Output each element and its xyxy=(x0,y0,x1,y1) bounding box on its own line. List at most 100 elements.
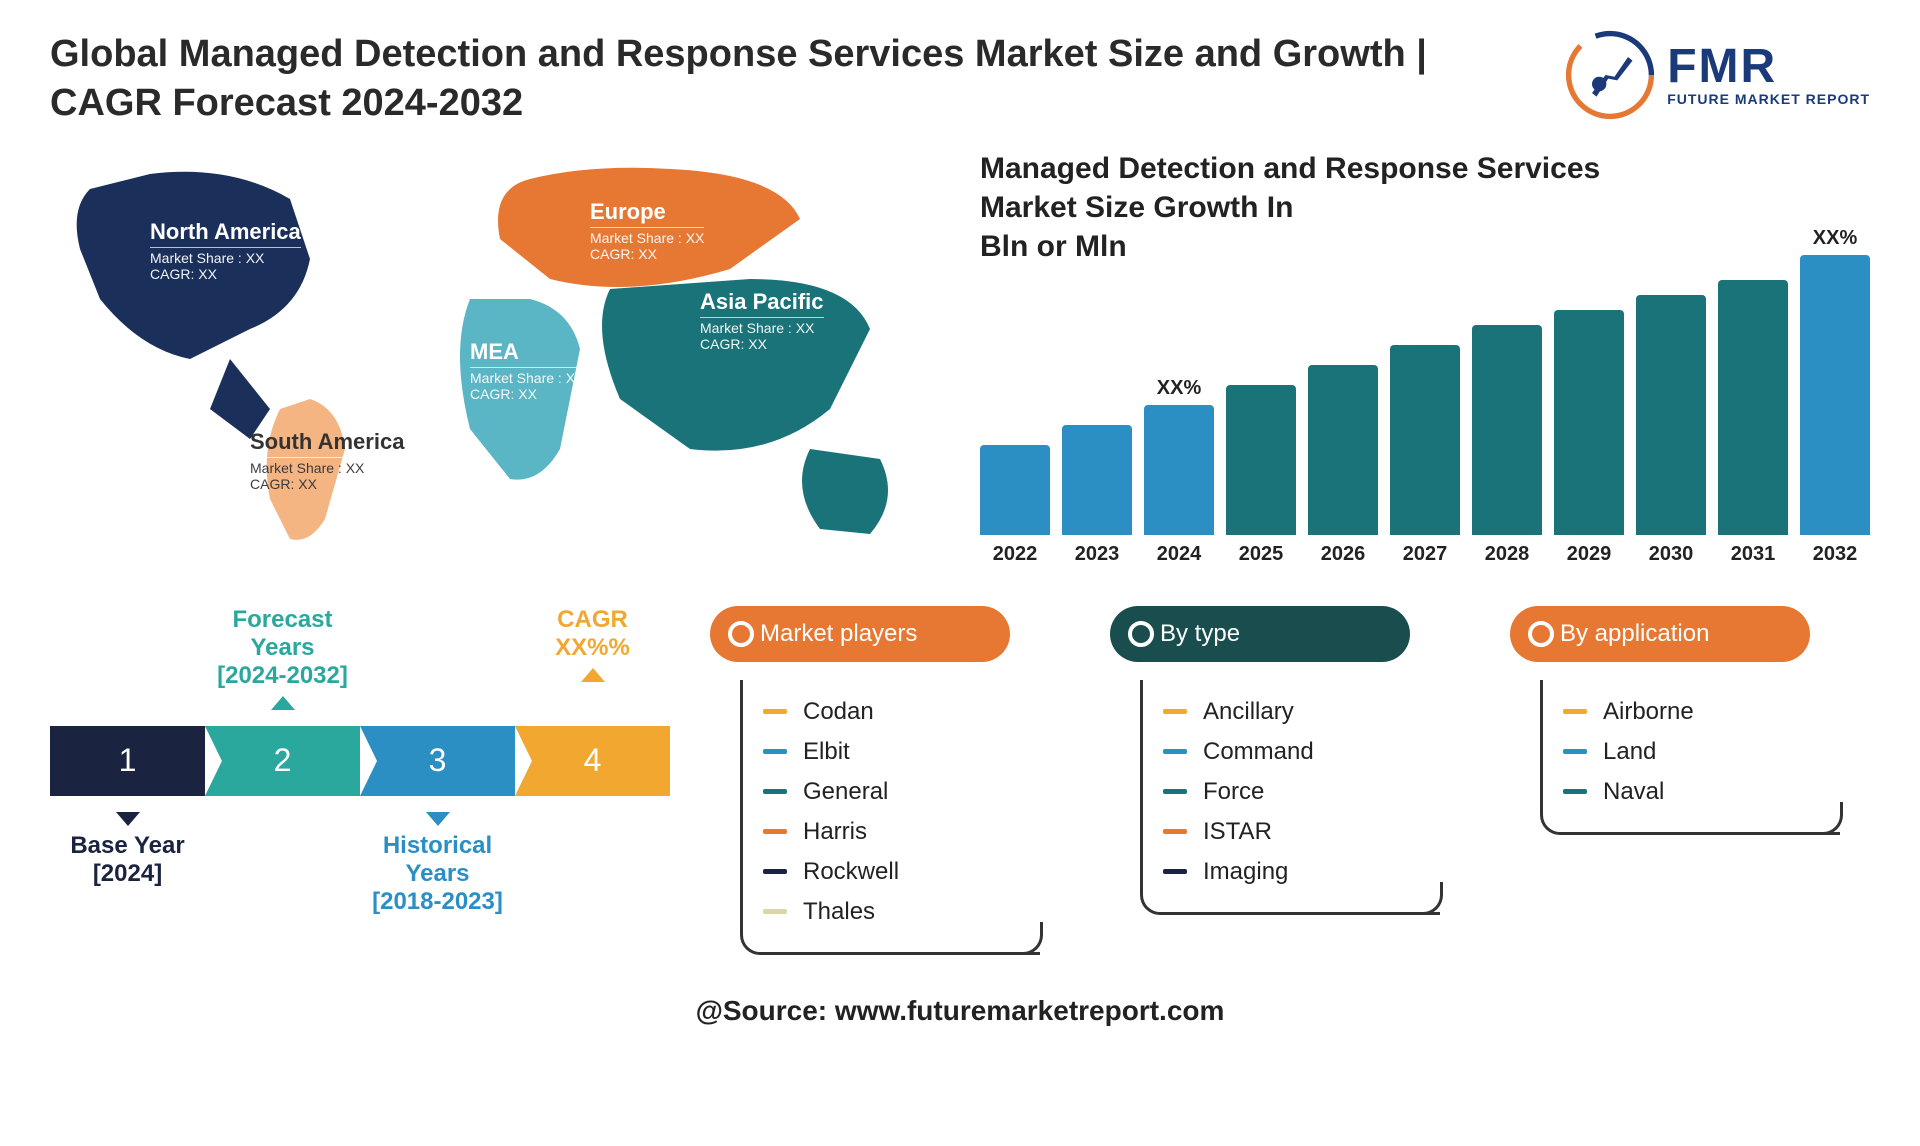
category-list: Airborne Land Naval xyxy=(1540,680,1840,835)
bar-group: XX% 2024 xyxy=(1144,405,1214,566)
item-dash-icon xyxy=(1163,829,1187,834)
chart-title: Managed Detection and Response Services … xyxy=(980,149,1870,266)
chart-bar xyxy=(980,445,1050,535)
category-item: Land xyxy=(1563,732,1840,772)
item-dash-icon xyxy=(763,709,787,714)
item-name: Rockwell xyxy=(803,858,899,886)
bar-group: 2030 xyxy=(1636,295,1706,566)
bar-year-label: 2028 xyxy=(1485,543,1530,566)
item-name: Force xyxy=(1203,778,1264,806)
bar-year-label: 2026 xyxy=(1321,543,1366,566)
category-item: ISTAR xyxy=(1163,812,1440,852)
bar-year-label: 2022 xyxy=(993,543,1038,566)
item-dash-icon xyxy=(1163,709,1187,714)
chart-bar xyxy=(1718,280,1788,535)
category-box: By application Airborne Land Naval xyxy=(1510,606,1870,955)
item-dash-icon xyxy=(763,789,787,794)
chart-bar: XX% xyxy=(1144,405,1214,535)
logo-main: FMR xyxy=(1667,43,1870,91)
item-dash-icon xyxy=(763,869,787,874)
timeline-segment: 4 xyxy=(515,726,670,796)
chart-bar xyxy=(1226,385,1296,535)
chart-title-line: Market Size Growth In xyxy=(980,191,1293,224)
chart-bar xyxy=(1308,365,1378,535)
category-item: Command xyxy=(1163,732,1440,772)
map-region-label: North AmericaMarket Share : XXCAGR: XX xyxy=(150,219,301,282)
timeline-segment: 3 xyxy=(360,726,515,796)
map-region-label: Asia PacificMarket Share : XXCAGR: XX xyxy=(700,289,824,352)
bar-group: 2031 xyxy=(1718,280,1788,566)
category-item: Thales xyxy=(763,892,1040,932)
main-content: North AmericaMarket Share : XXCAGR: XX So… xyxy=(50,149,1870,566)
category-item: Harris xyxy=(763,812,1040,852)
bar-group: 2027 xyxy=(1390,345,1460,566)
category-item: Codan xyxy=(763,692,1040,732)
timeline-label: Base Year[2024] xyxy=(50,832,205,888)
logo-text: FMR FUTURE MARKET REPORT xyxy=(1667,43,1870,107)
item-dash-icon xyxy=(763,749,787,754)
bar-year-label: 2030 xyxy=(1649,543,1694,566)
bar-year-label: 2024 xyxy=(1157,543,1202,566)
bar-year-label: 2025 xyxy=(1239,543,1284,566)
item-name: ISTAR xyxy=(1203,818,1272,846)
category-list: AncillaryCommandForceISTARImaging xyxy=(1140,680,1440,915)
bar-group: 2026 xyxy=(1308,365,1378,566)
map-region-label: South AmericaMarket Share : XXCAGR: XX xyxy=(250,429,404,492)
bar-year-label: 2031 xyxy=(1731,543,1776,566)
growth-chart: Managed Detection and Response Services … xyxy=(980,149,1870,566)
timeline-label: CAGRXX%% xyxy=(515,606,670,662)
timeline-label: Historical Years[2018-2023] xyxy=(360,832,515,916)
chart-title-line: Bln or Mln xyxy=(980,230,1127,263)
timeline-label: Forecast Years[2024-2032] xyxy=(205,606,360,690)
category-heading: By type xyxy=(1110,606,1410,662)
map-region-label: MEAMarket Share : XXCAGR: XX xyxy=(470,339,584,402)
category-box: By typeAncillaryCommandForceISTARImaging xyxy=(1110,606,1470,955)
item-dash-icon xyxy=(1563,709,1587,714)
item-dash-icon xyxy=(1163,869,1187,874)
header: Global Managed Detection and Response Se… xyxy=(50,30,1870,129)
item-name: Harris xyxy=(803,818,867,846)
bar-group: 2028 xyxy=(1472,325,1542,566)
timeline-segment: 2 xyxy=(205,726,360,796)
item-dash-icon xyxy=(1563,749,1587,754)
bar-year-label: 2027 xyxy=(1403,543,1448,566)
bar-annotation: XX% xyxy=(1157,377,1201,400)
timeline: Forecast Years[2024-2032] CAGRXX%% 1234 B… xyxy=(50,606,670,955)
item-dash-icon xyxy=(1163,789,1187,794)
chart-bar xyxy=(1390,345,1460,535)
chart-bar xyxy=(1554,310,1624,535)
chart-bar xyxy=(1062,425,1132,535)
category-item: Naval xyxy=(1563,772,1840,812)
world-map: North AmericaMarket Share : XXCAGR: XX So… xyxy=(50,149,950,549)
item-dash-icon xyxy=(763,829,787,834)
item-dash-icon xyxy=(1163,749,1187,754)
timeline-segment: 1 xyxy=(50,726,205,796)
item-name: Land xyxy=(1603,738,1656,766)
bar-group: XX% 2032 xyxy=(1800,255,1870,566)
bar-group: 2029 xyxy=(1554,310,1624,566)
chart-title-line: Managed Detection and Response Services xyxy=(980,152,1600,185)
category-item: General xyxy=(763,772,1040,812)
item-name: Elbit xyxy=(803,738,850,766)
source-attribution: @Source: www.futuremarketreport.com xyxy=(50,995,1870,1027)
item-name: Codan xyxy=(803,698,874,726)
category-box: Market players Codan Elbit General Harris Roc… xyxy=(710,606,1070,955)
item-dash-icon xyxy=(1563,789,1587,794)
category-item: Imaging xyxy=(1163,852,1440,892)
item-name: Airborne xyxy=(1603,698,1694,726)
item-name: Thales xyxy=(803,898,875,926)
category-heading: By application xyxy=(1510,606,1810,662)
item-dash-icon xyxy=(763,909,787,914)
category-item: Elbit xyxy=(763,732,1040,772)
item-name: Imaging xyxy=(1203,858,1288,886)
chart-bar xyxy=(1472,325,1542,535)
bar-year-label: 2032 xyxy=(1813,543,1858,566)
bar-chart-area: 20222023XX%20242025202620272028202920302… xyxy=(980,286,1870,566)
bottom-section: Forecast Years[2024-2032] CAGRXX%% 1234 B… xyxy=(50,606,1870,955)
item-name: Naval xyxy=(1603,778,1664,806)
bar-year-label: 2029 xyxy=(1567,543,1612,566)
chart-bar: XX% xyxy=(1800,255,1870,535)
page-title: Global Managed Detection and Response Se… xyxy=(50,30,1450,129)
category-item: Force xyxy=(1163,772,1440,812)
category-heading: Market players xyxy=(710,606,1010,662)
